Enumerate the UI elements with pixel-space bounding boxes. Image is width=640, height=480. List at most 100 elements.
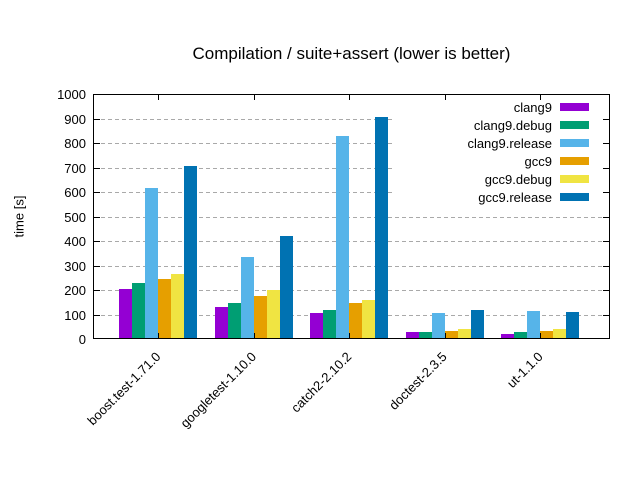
x-tick-label-3: doctest-2.3.5 — [386, 349, 451, 413]
legend-label-gcc9: gcc9 — [524, 153, 552, 169]
left-tick-800 — [94, 143, 100, 144]
right-tick-100 — [603, 314, 609, 316]
x-tick-bottom-0 — [158, 333, 159, 338]
legend-label-clang9.release: clang9.release — [467, 135, 552, 151]
legend-swatch-gcc9.release — [560, 193, 589, 201]
bar-clang9-catch2-2.10.2 — [310, 313, 323, 339]
bar-gcc9-boost.test-1.71.0 — [158, 279, 171, 339]
bar-gcc9.release-doctest-2.3.5 — [470, 310, 484, 339]
right-tick-600 — [603, 192, 609, 193]
gridline-200 — [94, 290, 609, 291]
y-tick-label-800: 800 — [64, 136, 86, 151]
x-tick-top-4 — [540, 95, 541, 100]
legend: clang9 clang9.debug clang9.release gcc9 gcc9… — [395, 96, 609, 210]
x-tick-bottom-2 — [349, 333, 350, 338]
y-tick-label-100: 100 — [64, 307, 86, 323]
x-tick-label-4: ut-1.1.0 — [503, 349, 546, 391]
gridline-600 — [94, 192, 609, 193]
left-tick-900 — [94, 118, 100, 120]
y-tick-label-400: 400 — [64, 234, 86, 249]
right-tick-800 — [603, 143, 609, 144]
legend-row-clang9: clang9 — [395, 98, 589, 116]
left-tick-500 — [94, 216, 100, 218]
bar-clang9.release-catch2-2.10.2 — [336, 135, 349, 339]
legend-label-gcc9.release: gcc9.release — [478, 189, 552, 205]
plot-area — [93, 94, 610, 339]
bar-gcc9-googletest-1.10.0 — [253, 295, 267, 339]
y-tick-label-300: 300 — [64, 258, 86, 274]
left-tick-700 — [94, 167, 100, 169]
bar-gcc9.release-catch2-2.10.2 — [375, 117, 388, 339]
legend-swatch-gcc9.debug — [560, 175, 589, 183]
x-tick-bottom-1 — [253, 333, 255, 338]
left-tick-300 — [94, 265, 100, 267]
y-tick-label-0: 0 — [78, 332, 86, 347]
left-tick-200 — [94, 290, 100, 291]
bar-clang9.debug-boost.test-1.71.0 — [132, 283, 145, 339]
right-tick-300 — [603, 265, 609, 267]
x-tick-top-0 — [158, 95, 159, 100]
bar-gcc9.debug-googletest-1.10.0 — [266, 289, 280, 339]
y-tick-label-1000: 1000 — [57, 87, 86, 102]
chart-title: Compilation / suite+assert (lower is bet… — [192, 44, 511, 63]
bar-clang9.release-ut-1.1.0 — [527, 310, 540, 339]
legend-row-clang9.debug: clang9.debug — [395, 116, 589, 134]
x-tick-label-0: boost.test-1.71.0 — [84, 349, 164, 429]
bar-gcc9.debug-doctest-2.3.5 — [457, 328, 471, 339]
legend-swatch-gcc9 — [560, 157, 589, 165]
y-tick-label-200: 200 — [64, 283, 86, 298]
bar-clang9.debug-catch2-2.10.2 — [323, 310, 336, 339]
bar-clang9-googletest-1.10.0 — [214, 307, 228, 339]
legend-row-gcc9.debug: gcc9.debug — [395, 170, 589, 188]
left-tick-400 — [94, 241, 100, 242]
legend-swatch-clang9.debug — [560, 121, 589, 129]
legend-label-clang9.debug: clang9.debug — [473, 117, 552, 133]
bar-clang9-ut-1.1.0 — [501, 334, 514, 339]
x-tick-label-1: googletest-1.10.0 — [177, 349, 260, 431]
legend-row-gcc9: gcc9 — [395, 152, 589, 170]
y-tick-label-900: 900 — [64, 111, 86, 127]
gridline-900 — [94, 118, 609, 120]
legend-row-gcc9.release: gcc9.release — [395, 188, 589, 206]
gridline-500 — [94, 216, 609, 218]
right-tick-400 — [603, 241, 609, 242]
right-tick-700 — [603, 167, 609, 169]
legend-row-clang9.release: clang9.release — [395, 134, 589, 152]
bar-clang9.release-googletest-1.10.0 — [240, 256, 254, 339]
bar-gcc9-ut-1.1.0 — [540, 330, 553, 339]
left-tick-600 — [94, 192, 100, 193]
bar-gcc9.release-ut-1.1.0 — [566, 312, 579, 339]
bar-clang9.release-doctest-2.3.5 — [431, 313, 445, 339]
bar-clang9-boost.test-1.71.0 — [119, 288, 132, 339]
y-tick-label-500: 500 — [64, 209, 86, 225]
bar-gcc9.debug-ut-1.1.0 — [553, 328, 566, 339]
bar-clang9-doctest-2.3.5 — [405, 331, 419, 339]
gridline-700 — [94, 167, 609, 169]
bar-clang9.debug-ut-1.1.0 — [514, 332, 527, 339]
x-tick-bottom-4 — [540, 333, 541, 338]
bar-gcc9.debug-boost.test-1.71.0 — [171, 274, 184, 339]
bar-clang9.release-boost.test-1.71.0 — [145, 188, 158, 339]
y-tick-label-600: 600 — [64, 185, 86, 200]
x-tick-label-2: catch2-2.10.2 — [288, 349, 355, 416]
bar-gcc9-doctest-2.3.5 — [444, 330, 458, 339]
bar-clang9.debug-googletest-1.10.0 — [227, 302, 241, 339]
bar-gcc9.debug-catch2-2.10.2 — [362, 300, 375, 339]
right-tick-500 — [603, 216, 609, 218]
x-tick-top-1 — [253, 95, 255, 100]
y-tick-label-700: 700 — [64, 160, 86, 176]
gridline-800 — [94, 143, 609, 144]
bar-gcc9-catch2-2.10.2 — [349, 302, 362, 339]
bar-gcc9.release-googletest-1.10.0 — [279, 235, 293, 339]
legend-label-clang9: clang9 — [513, 99, 552, 115]
legend-swatch-clang9.release — [560, 139, 589, 147]
legend-swatch-clang9 — [560, 103, 589, 111]
y-axis-label: time [s] — [11, 195, 27, 238]
left-tick-100 — [94, 314, 100, 316]
bar-clang9.debug-doctest-2.3.5 — [418, 332, 432, 339]
right-tick-200 — [603, 290, 609, 291]
gridline-300 — [94, 265, 609, 267]
bar-gcc9.release-boost.test-1.71.0 — [184, 165, 197, 339]
x-tick-top-2 — [349, 95, 350, 100]
